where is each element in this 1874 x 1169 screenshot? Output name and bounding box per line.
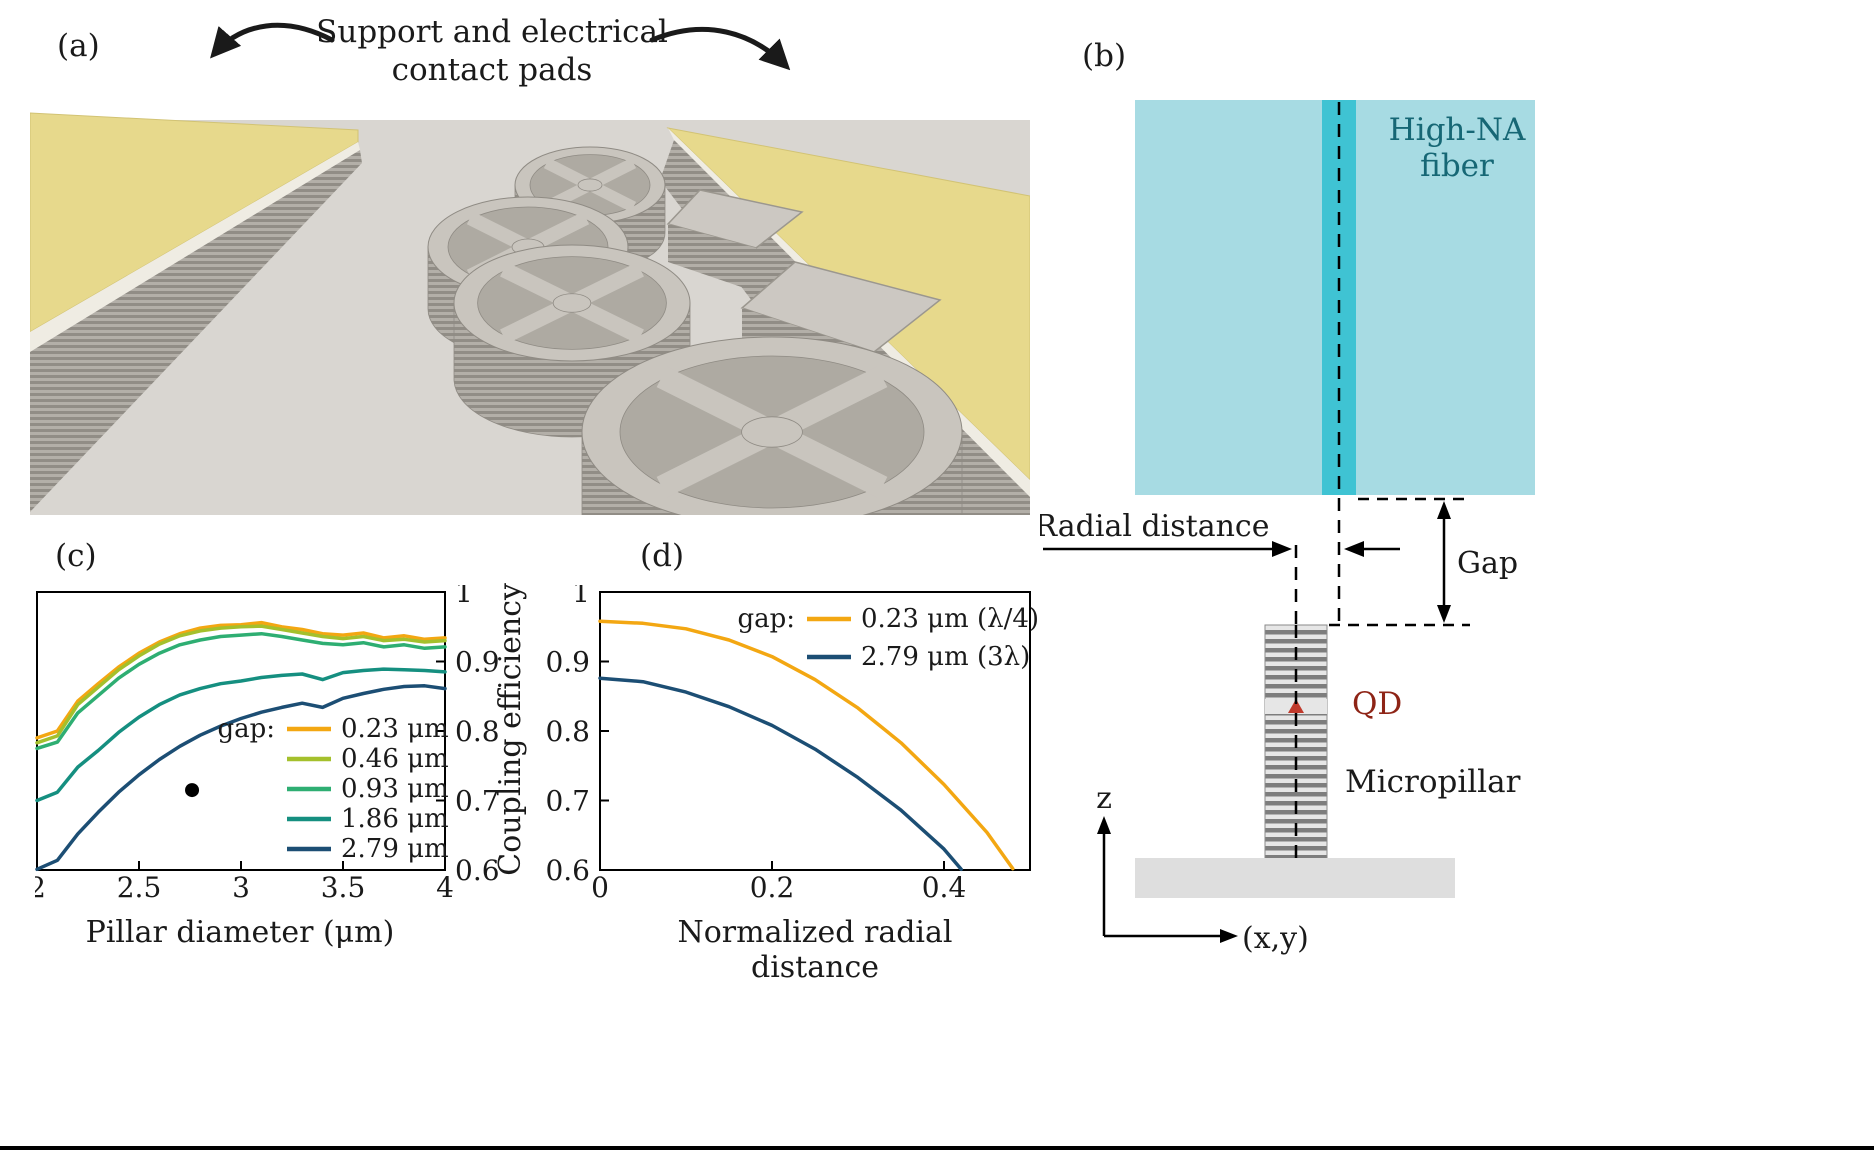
x-tick-label: 3	[232, 871, 250, 904]
legend-title: gap:	[217, 714, 275, 744]
chart-d-xlabel: Normalized radial distance	[677, 915, 953, 985]
qd-label: QD	[1352, 686, 1402, 722]
x-tick-label: 2.5	[117, 871, 162, 904]
x-tick-label: 0.2	[750, 871, 795, 904]
radial-distance-label: Radial distance	[1040, 509, 1270, 544]
y-tick-label: 0.9	[455, 646, 500, 679]
y-tick-label: 0.7	[455, 785, 500, 818]
series-line	[35, 620, 447, 740]
gap-arrowhead-down	[1437, 605, 1451, 623]
series-line	[598, 676, 963, 872]
micropillar-ring	[453, 244, 691, 438]
micropillar-label: Micropillar	[1345, 764, 1521, 800]
fiber-label-line1: High-NA	[1389, 112, 1526, 148]
series-line	[35, 684, 447, 872]
quantum-dot-marker	[1288, 699, 1304, 713]
panel-c-label: (c)	[55, 538, 97, 574]
legend-entry-label: 0.23 μm	[341, 714, 449, 744]
panel-a-label: (a)	[57, 28, 100, 64]
coupling-efficiency-axis-label: Coupling efficiency	[492, 582, 528, 876]
ring-hub	[577, 178, 603, 192]
y-tick-label: 0.9	[545, 646, 590, 679]
micropillar-ring	[581, 336, 963, 515]
y-tick-label: 0.8	[545, 715, 590, 748]
legend-entry-label: 2.79 μm	[341, 834, 449, 864]
panel-a-caption-line2: contact pads	[392, 52, 593, 88]
micropillar-3d-render: Support and electrical contact pads	[30, 14, 1030, 515]
fiber-label-line2: fiber	[1420, 148, 1494, 184]
legend-entry-label: 0.46 μm	[341, 744, 449, 774]
y-tick-label: 0.7	[545, 785, 590, 818]
coupling-efficiency-axis-label-wrap: Coupling efficiency	[488, 582, 532, 876]
series-line	[35, 667, 447, 803]
chart-c-xlabel: Pillar diameter (μm)	[85, 915, 395, 950]
radial-distance-arrowhead-left	[1344, 541, 1364, 557]
y-tick-label: 1	[455, 585, 473, 609]
panel-b-label: (b)	[1082, 38, 1127, 74]
gap-arrowhead-up	[1437, 501, 1451, 519]
legend-entry-label: 0.93 μm	[341, 774, 449, 804]
series-line	[35, 631, 447, 751]
series-line	[598, 619, 1015, 871]
xy-axis-label: (x,y)	[1242, 921, 1309, 956]
fiber-coupling-schematic: High-NA fiber Radial distance Gap QD Mic…	[1040, 100, 1535, 956]
ring-hub	[552, 293, 592, 313]
panel-a-caption-line1: Support and electrical	[316, 14, 668, 50]
contact-pad-left-rim	[30, 142, 360, 352]
fiber-core	[1322, 100, 1356, 495]
compartment-block-face	[668, 224, 756, 292]
legend-entry-label: 2.79 μm (3λ)	[861, 642, 1030, 672]
ring-hub	[741, 416, 803, 448]
legend-entry-label: 1.86 μm	[341, 804, 449, 834]
chart-coupling-vs-radial-distance: 0 0.2 0.4 1 0.9 0.8 0.7 0.6 gap: 0.23 μm (λ/4) 2.7…	[545, 585, 1039, 904]
micropillar-ring-array	[427, 146, 963, 515]
caption-arrow-right	[649, 26, 791, 71]
radial-distance-arrowhead-right	[1272, 541, 1292, 557]
x-tick-label: 3.5	[321, 871, 366, 904]
series-line	[35, 624, 447, 745]
x-tick-label: 2	[35, 871, 46, 904]
caption-arrow-left	[210, 22, 335, 59]
x-tick-label: 4	[436, 871, 454, 904]
legend-title: gap:	[737, 604, 795, 634]
gap-label: Gap	[1457, 546, 1518, 581]
bottom-rule	[0, 1146, 1874, 1150]
substrate	[1135, 858, 1455, 898]
z-axis-arrowhead	[1097, 816, 1111, 834]
legend-entry-label: 0.23 μm (λ/4)	[861, 604, 1039, 634]
x-tick-label: 0	[591, 871, 609, 904]
y-tick-label: 0.6	[545, 854, 590, 887]
xy-axis-arrowhead	[1220, 929, 1238, 943]
y-tick-label: 0.6	[455, 854, 500, 887]
panel-d-label: (d)	[640, 538, 685, 574]
support-wall-left	[30, 150, 362, 512]
y-tick-label: 1	[572, 585, 590, 609]
y-tick-label: 0.8	[455, 715, 500, 748]
data-point-marker	[185, 783, 200, 798]
x-tick-label: 0.4	[922, 871, 967, 904]
z-axis-label: z	[1096, 781, 1112, 816]
chart-coupling-vs-diameter: 2 2.5 3 3.5 4 1 0.9 0.8 0.7 0.6 gap: 0.23 μm0.46 μm…	[35, 585, 500, 904]
